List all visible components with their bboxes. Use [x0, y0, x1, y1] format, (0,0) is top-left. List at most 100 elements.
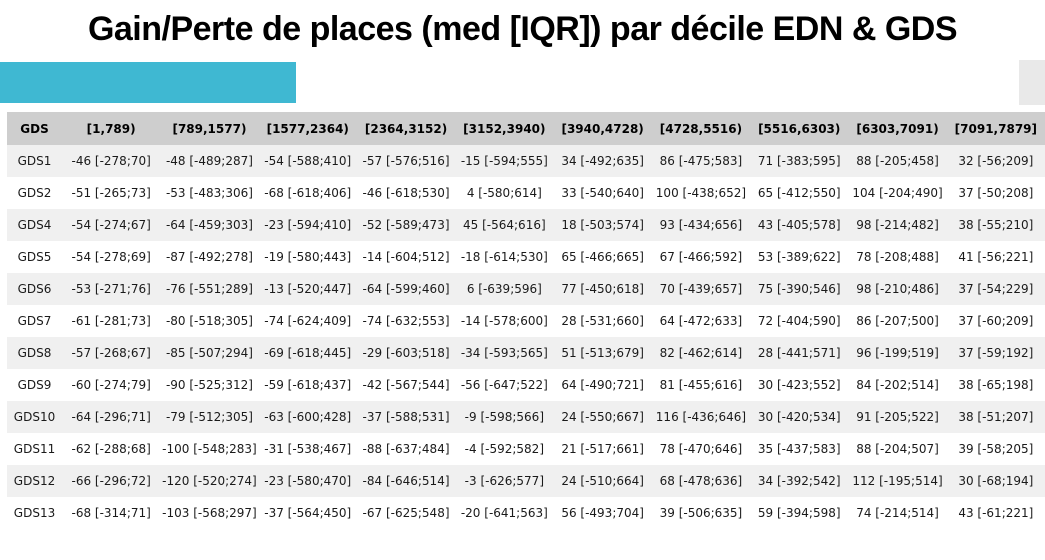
median-iqr-cell: -13 [-520;447] — [264, 282, 352, 296]
median-iqr-cell: 65 [-412;550] — [757, 186, 841, 200]
median-iqr-cell: 38 [-55;210] — [958, 218, 1034, 232]
corner-rect-decoration — [1019, 60, 1045, 105]
median-iqr-cell: 98 [-214;482] — [856, 218, 939, 232]
median-iqr-cell: -103 [-568;297] — [162, 506, 257, 520]
median-iqr-cell: 43 [-405;578] — [757, 218, 841, 232]
median-iqr-cell: 24 [-510;664] — [561, 474, 644, 488]
median-iqr-cell: 88 [-205;458] — [856, 154, 939, 168]
median-iqr-cell: -74 [-624;409] — [264, 314, 352, 328]
median-iqr-cell: -59 [-618;437] — [264, 378, 352, 392]
col-header-decile-8: [5516,6303) — [750, 112, 849, 145]
median-iqr-cell: -15 [-594;555] — [460, 154, 548, 168]
row-label: GDS7 — [17, 314, 52, 328]
median-iqr-cell: 37 [-59;192] — [958, 346, 1034, 360]
median-iqr-cell: -54 [-278;69] — [71, 250, 151, 264]
gds-decile-table: GDS [1,789) [789,1577) [1577,2364) [2364,315… — [7, 112, 1045, 529]
accent-bar-decoration — [0, 62, 296, 103]
median-iqr-cell: 56 [-493;704] — [561, 506, 644, 520]
median-iqr-cell: -90 [-525;312] — [165, 378, 253, 392]
median-iqr-cell: -48 [-489;287] — [165, 154, 253, 168]
median-iqr-cell: -120 [-520;274] — [162, 474, 257, 488]
median-iqr-cell: 39 [-506;635] — [659, 506, 743, 520]
median-iqr-cell: -74 [-632;553] — [362, 314, 450, 328]
median-iqr-cell: 38 [-51;207] — [958, 410, 1034, 424]
table-row-gds10: GDS10 -64 [-296;71] -79 [-512;305] -63 [-60… — [7, 401, 1045, 433]
median-iqr-cell: -69 [-618;445] — [264, 346, 352, 360]
median-iqr-cell: 24 [-550;667] — [561, 410, 644, 424]
median-iqr-cell: -14 [-604;512] — [362, 250, 450, 264]
median-iqr-cell: 67 [-466;592] — [659, 250, 743, 264]
table-header-row: GDS [1,789) [789,1577) [1577,2364) [2364,315… — [7, 112, 1045, 145]
median-iqr-cell: 4 [-580;614] — [466, 186, 542, 200]
median-iqr-cell: 34 [-392;542] — [757, 474, 841, 488]
median-iqr-cell: 53 [-389;622] — [757, 250, 841, 264]
median-iqr-cell: -67 [-625;548] — [362, 506, 450, 520]
median-iqr-cell: -54 [-274;67] — [71, 218, 151, 232]
table-row-gds6: GDS6 -53 [-271;76] -76 [-551;289] -13 [-520… — [7, 273, 1045, 305]
col-header-decile-7: [4728,5516) — [651, 112, 751, 145]
median-iqr-cell: 70 [-439;657] — [659, 282, 743, 296]
slide-title: Gain/Perte de places (med [IQR]) par déc… — [87, 10, 958, 48]
median-iqr-cell: -46 [-618;530] — [362, 186, 450, 200]
median-iqr-cell: -61 [-281;73] — [71, 314, 151, 328]
median-iqr-cell: -18 [-614;530] — [460, 250, 548, 264]
row-label: GDS6 — [17, 282, 52, 296]
median-iqr-cell: -14 [-578;600] — [460, 314, 548, 328]
median-iqr-cell: 78 [-208;488] — [856, 250, 939, 264]
table-row-gds9: GDS9 -60 [-274;79] -90 [-525;312] -59 [-618… — [7, 369, 1045, 401]
median-iqr-cell: 84 [-202;514] — [856, 378, 939, 392]
median-iqr-cell: 38 [-65;198] — [958, 378, 1034, 392]
median-iqr-cell: 37 [-54;229] — [958, 282, 1034, 296]
median-iqr-cell: 74 [-214;514] — [856, 506, 939, 520]
median-iqr-cell: 65 [-466;665] — [561, 250, 644, 264]
median-iqr-cell: -68 [-314;71] — [71, 506, 151, 520]
median-iqr-cell: -64 [-296;71] — [71, 410, 151, 424]
median-iqr-cell: 37 [-50;208] — [958, 186, 1034, 200]
median-iqr-cell: 64 [-472;633] — [659, 314, 743, 328]
row-label: GDS13 — [13, 506, 56, 520]
row-label: GDS2 — [17, 186, 52, 200]
median-iqr-cell: -4 [-592;582] — [464, 442, 544, 456]
median-iqr-cell: -51 [-265;73] — [71, 186, 151, 200]
median-iqr-cell: 71 [-383;595] — [757, 154, 841, 168]
table-row-gds12: GDS12 -66 [-296;72] -120 [-520;274] -23 [-5… — [7, 465, 1045, 497]
col-header-decile-9: [6303,7091) — [848, 112, 947, 145]
median-iqr-cell: -52 [-589;473] — [362, 218, 450, 232]
median-iqr-cell: 30 [-68;194] — [958, 474, 1034, 488]
median-iqr-cell: 33 [-540;640] — [561, 186, 644, 200]
median-iqr-cell: -64 [-459;303] — [165, 218, 253, 232]
median-iqr-cell: -20 [-641;563] — [460, 506, 548, 520]
row-label: GDS11 — [13, 442, 56, 456]
median-iqr-cell: 93 [-434;656] — [659, 218, 743, 232]
median-iqr-cell: 18 [-503;574] — [561, 218, 644, 232]
median-iqr-cell: -57 [-268;67] — [71, 346, 151, 360]
col-header-decile-1: [1,789) — [62, 112, 161, 145]
median-iqr-cell: -9 [-598;566] — [464, 410, 544, 424]
median-iqr-cell: 86 [-207;500] — [856, 314, 939, 328]
median-iqr-cell: -63 [-600;428] — [264, 410, 352, 424]
median-iqr-cell: 86 [-475;583] — [659, 154, 743, 168]
table-row-gds11: GDS11 -62 [-288;68] -100 [-548;283] -31 [-5… — [7, 433, 1045, 465]
median-iqr-cell: 81 [-455;616] — [659, 378, 743, 392]
median-iqr-cell: -57 [-576;516] — [362, 154, 450, 168]
median-iqr-cell: 30 [-420;534] — [757, 410, 841, 424]
median-iqr-cell: -29 [-603;518] — [362, 346, 450, 360]
median-iqr-cell: -100 [-548;283] — [162, 442, 257, 456]
median-iqr-cell: -87 [-492;278] — [165, 250, 253, 264]
median-iqr-cell: -37 [-564;450] — [264, 506, 352, 520]
median-iqr-cell: 41 [-56;221] — [958, 250, 1034, 264]
median-iqr-cell: -88 [-637;484] — [362, 442, 450, 456]
col-header-decile-6: [3940,4728) — [553, 112, 652, 145]
col-header-decile-3: [1577,2364) — [258, 112, 357, 145]
median-iqr-cell: -23 [-594;410] — [264, 218, 352, 232]
median-iqr-cell: -42 [-567;544] — [362, 378, 450, 392]
median-iqr-cell: 45 [-564;616] — [463, 218, 546, 232]
median-iqr-cell: 32 [-56;209] — [958, 154, 1034, 168]
table-row-gds7: GDS7 -61 [-281;73] -80 [-518;305] -74 [-624… — [7, 305, 1045, 337]
median-iqr-cell: -79 [-512;305] — [165, 410, 253, 424]
median-iqr-cell: 112 [-195;514] — [852, 474, 943, 488]
table-row-gds8: GDS8 -57 [-268;67] -85 [-507;294] -69 [-618… — [7, 337, 1045, 369]
row-label: GDS10 — [13, 410, 56, 424]
median-iqr-cell: 30 [-423;552] — [757, 378, 841, 392]
median-iqr-cell: 98 [-210;486] — [856, 282, 939, 296]
